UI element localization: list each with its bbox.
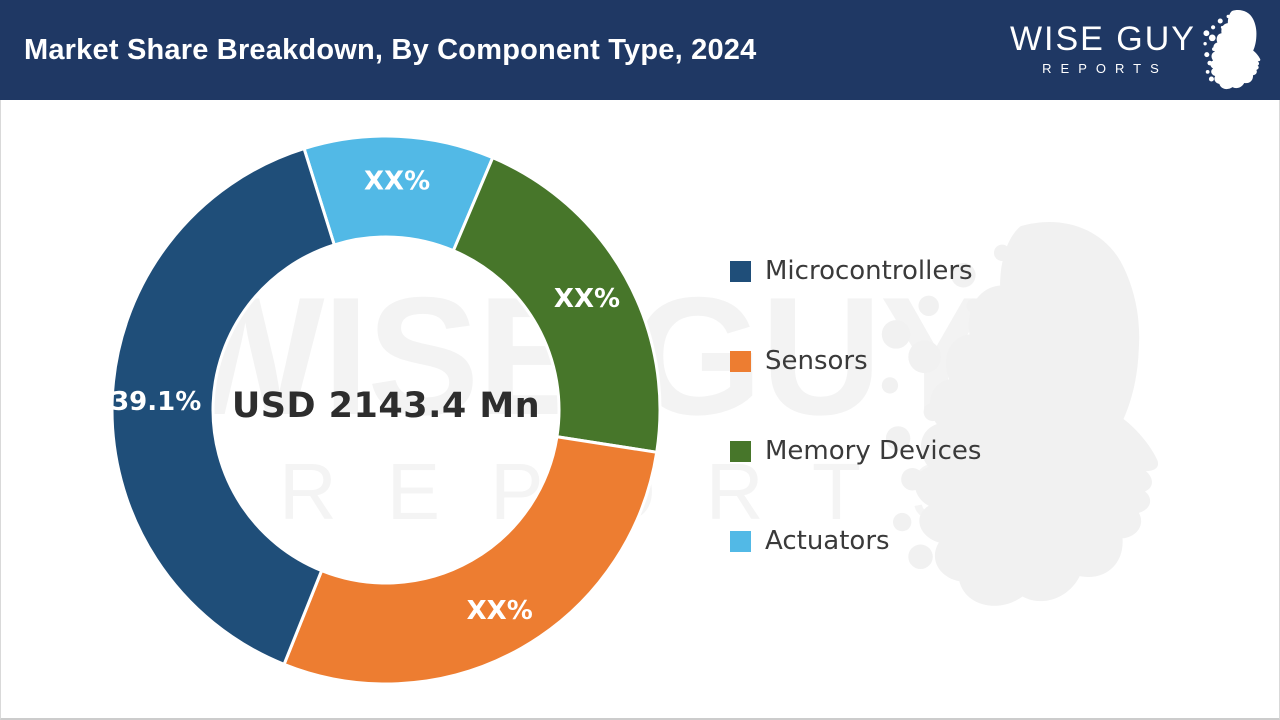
- legend-swatch-sensors: [730, 350, 751, 372]
- slice-memory-devices: [451, 155, 662, 455]
- legend-swatch-microcontrollers: [730, 260, 751, 282]
- legend-swatch-actuators: [730, 530, 751, 552]
- slice-label-microcontrollers: 39.1%: [111, 387, 201, 417]
- legend-item-actuators: Actuators: [730, 527, 981, 555]
- legend-label-sensors: Sensors: [765, 346, 868, 376]
- legend-label-microcontrollers: Microcontrollers: [765, 256, 973, 286]
- slice-label-actuators: XX%: [364, 166, 430, 196]
- donut-center-value: USD 2143.4 Mn: [231, 386, 541, 426]
- legend-label-memory-devices: Memory Devices: [765, 436, 982, 466]
- legend-label-actuators: Actuators: [765, 526, 890, 556]
- slice-microcontrollers: [110, 146, 337, 667]
- logo-head-icon: [1200, 8, 1264, 92]
- logo-text: WISE GUY REPORTS: [1010, 21, 1196, 79]
- wise-guy-logo: WISE GUY REPORTS: [1010, 7, 1264, 93]
- legend-swatch-memory-devices: [730, 440, 751, 462]
- legend-item-microcontrollers: Microcontrollers: [730, 257, 981, 285]
- slice-label-sensors: XX%: [467, 596, 533, 626]
- legend-item-memory-devices: Memory Devices: [730, 437, 981, 465]
- legend: Microcontrollers Sensors Memory Devices Act…: [730, 257, 981, 555]
- header-bar: Market Share Breakdown, By Component Typ…: [0, 0, 1280, 100]
- slice-sensors: [282, 434, 659, 686]
- logo-subtitle: REPORTS: [1042, 61, 1168, 76]
- legend-item-sensors: Sensors: [730, 347, 981, 375]
- page-title: Market Share Breakdown, By Component Typ…: [24, 34, 757, 66]
- donut-chart: XX% XX% XX% 39.1%: [110, 134, 662, 686]
- chart-canvas: WISE GUY REPORTS XX%XX%XX%39.1% USD 2143…: [0, 100, 1280, 720]
- logo-wordmark: WISE GUY: [1009, 20, 1196, 58]
- slice-label-memory-devices: XX%: [554, 284, 620, 314]
